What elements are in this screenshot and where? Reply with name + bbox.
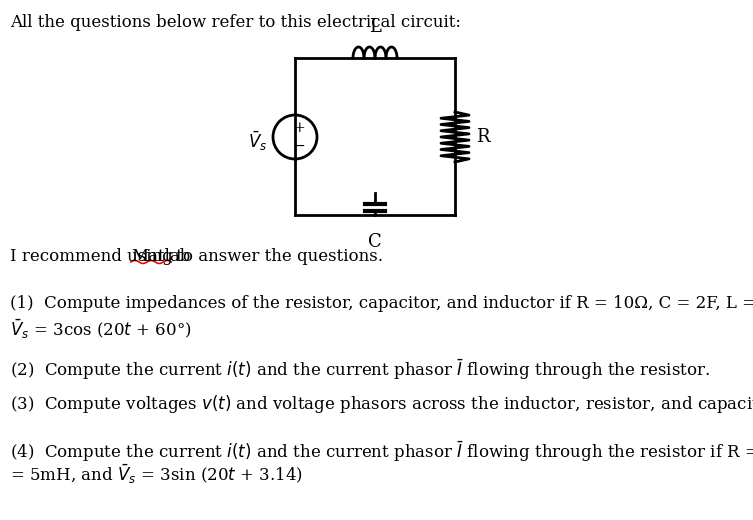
Text: $\bar{V}_s$ = 3cos (20$t$ + 60°): $\bar{V}_s$ = 3cos (20$t$ + 60°) (10, 318, 191, 342)
Text: I recommend using: I recommend using (10, 248, 178, 265)
Text: All the questions below refer to this electrical circuit:: All the questions below refer to this el… (10, 14, 461, 31)
Text: (1)  Compute impedances of the resistor, capacitor, and inductor if R = 10Ω, C =: (1) Compute impedances of the resistor, … (10, 295, 753, 312)
Text: −: − (293, 139, 305, 153)
Text: = 5mH, and $\bar{V}_s$ = 3sin (20$t$ + 3.14): = 5mH, and $\bar{V}_s$ = 3sin (20$t$ + 3… (10, 463, 303, 486)
Text: (3)  Compute voltages $v(t)$ and voltage phasors across the inductor, resistor, : (3) Compute voltages $v(t)$ and voltage … (10, 393, 753, 415)
Text: $\bar{V}_s$: $\bar{V}_s$ (248, 129, 267, 153)
Text: Matlab: Matlab (131, 248, 191, 265)
Text: to answer the questions.: to answer the questions. (171, 248, 383, 265)
Text: L: L (369, 18, 381, 36)
Text: R: R (476, 128, 489, 146)
Text: C: C (368, 233, 382, 251)
Text: (4)  Compute the current $i(t)$ and the current phasor $\bar{I}$ flowing through: (4) Compute the current $i(t)$ and the c… (10, 440, 753, 464)
Text: +: + (293, 121, 305, 135)
Text: (2)  Compute the current $i(t)$ and the current phasor $\bar{I}$ flowing through: (2) Compute the current $i(t)$ and the c… (10, 358, 710, 382)
